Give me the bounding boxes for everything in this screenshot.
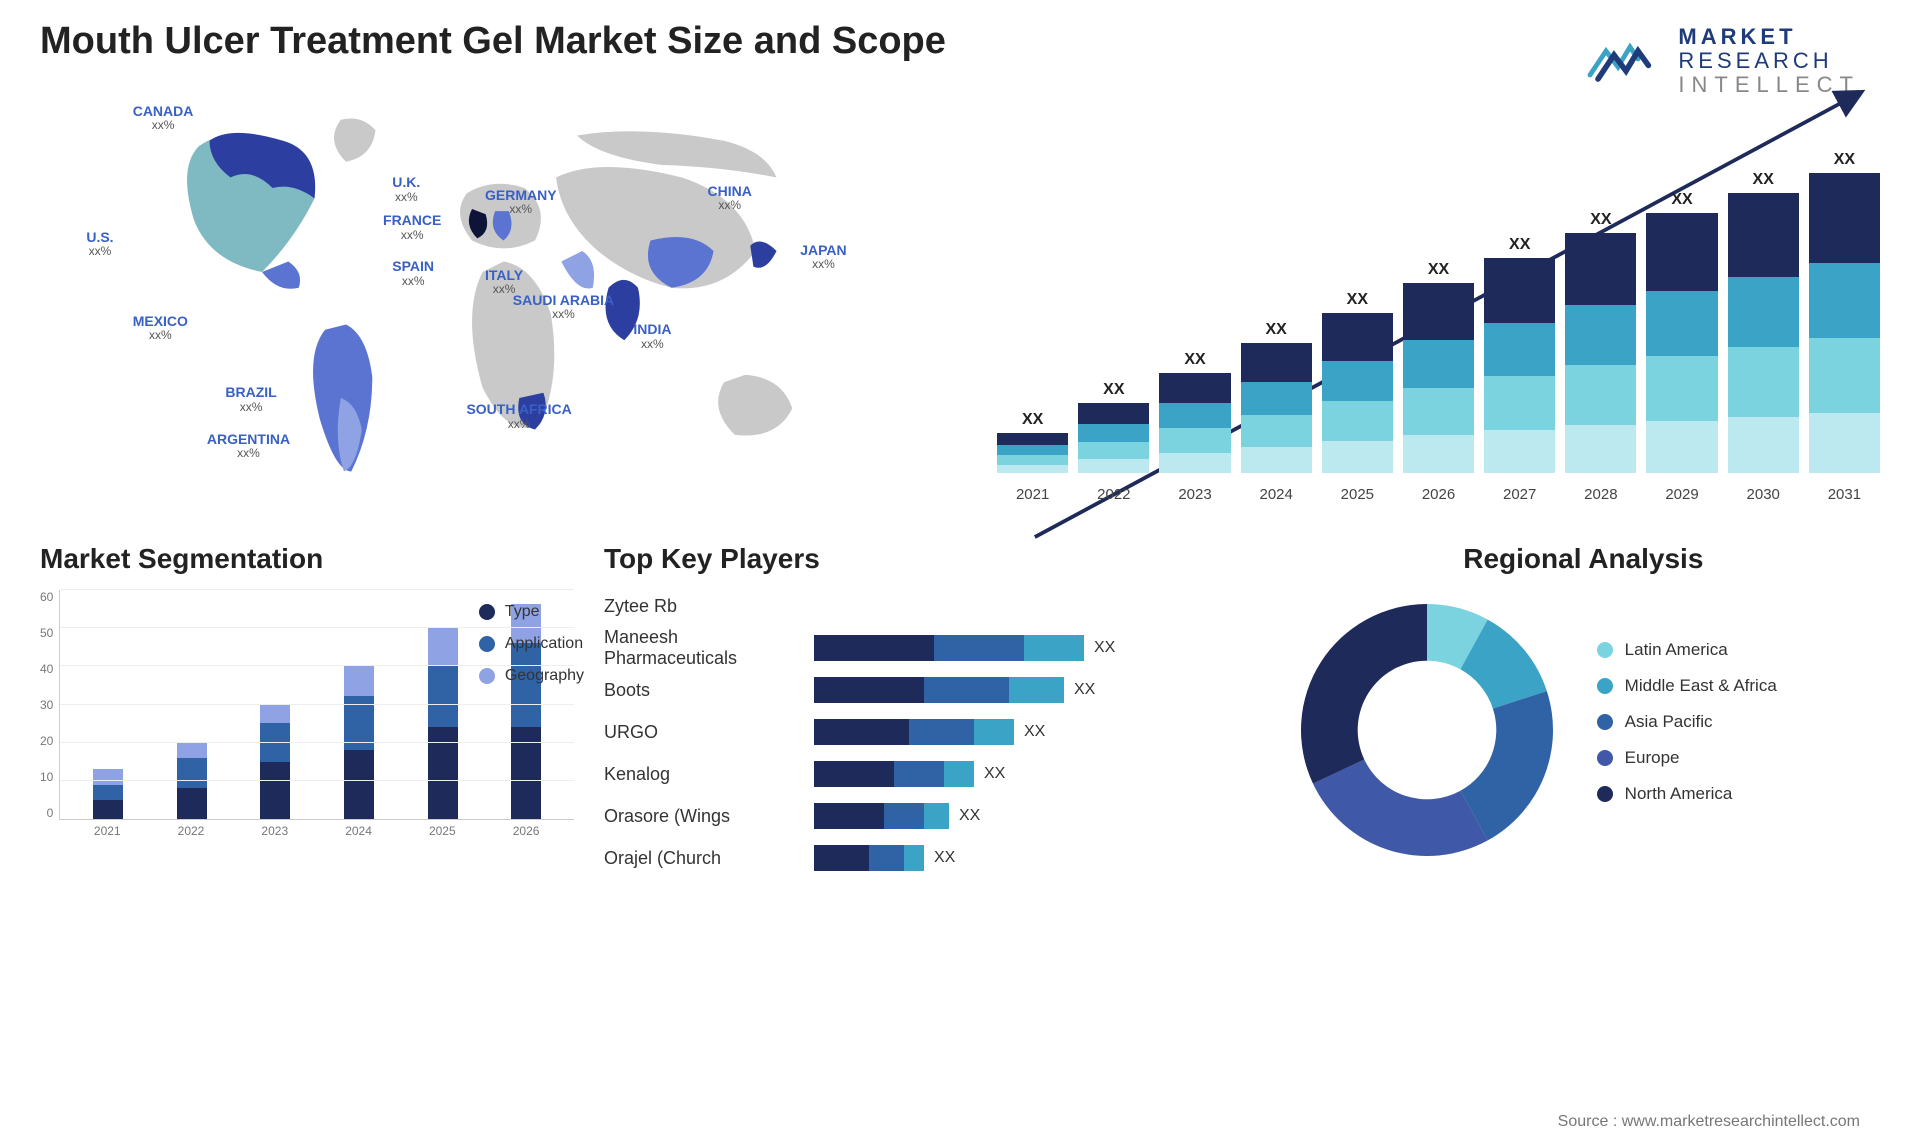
growth-value-label: XX bbox=[1347, 291, 1368, 309]
market-segmentation-panel: Market Segmentation 6050403020100 202120… bbox=[40, 543, 574, 893]
player-value: XX bbox=[934, 849, 955, 867]
growth-value-label: XX bbox=[1590, 211, 1611, 229]
map-label-saudi-arabia: SAUDI ARABIAxx% bbox=[513, 293, 614, 322]
player-value: XX bbox=[1094, 639, 1115, 657]
player-row: Boots XX bbox=[604, 674, 1257, 706]
player-name: Maneesh Pharmaceuticals bbox=[604, 627, 804, 669]
map-label-india: INDIAxx% bbox=[633, 322, 671, 351]
player-row: Maneesh PharmaceuticalsXX bbox=[604, 632, 1257, 664]
map-label-japan: JAPANxx% bbox=[800, 243, 846, 272]
growth-year-2029: 2029 bbox=[1646, 486, 1717, 503]
player-name: Kenalog bbox=[604, 764, 804, 785]
player-value: XX bbox=[984, 765, 1005, 783]
regional-legend-item: Asia Pacific bbox=[1597, 712, 1777, 732]
growth-year-2023: 2023 bbox=[1159, 486, 1230, 503]
map-label-germany: GERMANYxx% bbox=[485, 188, 557, 217]
growth-year-2031: 2031 bbox=[1809, 486, 1880, 503]
growth-value-label: XX bbox=[1266, 321, 1287, 339]
growth-year-2027: 2027 bbox=[1484, 486, 1555, 503]
regional-analysis-panel: Regional Analysis Latin America Middle Ea… bbox=[1287, 543, 1880, 893]
brand-line1: MARKET bbox=[1678, 25, 1860, 49]
growth-value-label: XX bbox=[1509, 236, 1530, 254]
regional-legend-item: Europe bbox=[1597, 748, 1777, 768]
donut-slice-europe bbox=[1313, 760, 1488, 856]
growth-year-2026: 2026 bbox=[1403, 486, 1474, 503]
seg-bar-2023 bbox=[260, 704, 290, 819]
map-label-mexico: MEXICOxx% bbox=[133, 314, 188, 343]
growth-bar-2031: XX bbox=[1809, 151, 1880, 473]
growth-value-label: XX bbox=[1428, 261, 1449, 279]
map-label-brazil: BRAZILxx% bbox=[225, 385, 276, 414]
player-row: Kenalog XX bbox=[604, 758, 1257, 790]
growth-year-2028: 2028 bbox=[1565, 486, 1636, 503]
growth-bar-2025: XX bbox=[1322, 291, 1393, 473]
players-title: Top Key Players bbox=[604, 543, 1257, 575]
segmentation-y-axis: 6050403020100 bbox=[40, 590, 59, 820]
player-row: Orajel (Church XX bbox=[604, 842, 1257, 874]
growth-bar-2030: XX bbox=[1728, 171, 1799, 473]
map-label-south-africa: SOUTH AFRICAxx% bbox=[466, 402, 571, 431]
growth-value-label: XX bbox=[1671, 191, 1692, 209]
seg-legend-application: Application bbox=[479, 635, 584, 653]
player-row: URGO XX bbox=[604, 716, 1257, 748]
top-key-players-panel: Top Key Players Zytee Rb Maneesh Pharmace… bbox=[604, 543, 1257, 893]
player-name: Orajel (Church bbox=[604, 848, 804, 869]
source-text: Source : www.marketresearchintellect.com bbox=[1558, 1113, 1860, 1131]
growth-value-label: XX bbox=[1834, 151, 1855, 169]
regional-donut-chart bbox=[1287, 590, 1567, 870]
map-label-france: FRANCExx% bbox=[383, 213, 441, 242]
player-value: XX bbox=[1074, 681, 1095, 699]
player-value: XX bbox=[1024, 723, 1045, 741]
map-label-spain: SPAINxx% bbox=[392, 259, 434, 288]
seg-legend-type: Type bbox=[479, 603, 584, 621]
map-label-u-s-: U.S.xx% bbox=[86, 230, 113, 259]
player-name: Boots bbox=[604, 680, 804, 701]
regional-legend-item: North America bbox=[1597, 784, 1777, 804]
growth-bar-2029: XX bbox=[1646, 191, 1717, 473]
player-row: Orasore (Wings XX bbox=[604, 800, 1257, 832]
segmentation-x-axis: 202120222023202420252026 bbox=[59, 824, 574, 838]
growth-bar-2026: XX bbox=[1403, 261, 1474, 473]
map-label-u-k-: U.K.xx% bbox=[392, 175, 420, 204]
player-name: Zytee Rb bbox=[604, 596, 804, 617]
growth-year-2024: 2024 bbox=[1241, 486, 1312, 503]
growth-chart: XX XX XX XX XX XX XX XX XX XX XX 2021 2022 2023 2024 2… bbox=[997, 83, 1880, 503]
growth-bar-2021: XX bbox=[997, 411, 1068, 473]
player-name: URGO bbox=[604, 722, 804, 743]
seg-bar-2021 bbox=[93, 769, 123, 819]
seg-bar-2025 bbox=[428, 627, 458, 819]
regional-legend-item: Latin America bbox=[1597, 640, 1777, 660]
growth-value-label: XX bbox=[1103, 381, 1124, 399]
growth-value-label: XX bbox=[1022, 411, 1043, 429]
growth-bar-2027: XX bbox=[1484, 236, 1555, 473]
segmentation-title: Market Segmentation bbox=[40, 543, 574, 575]
growth-year-2022: 2022 bbox=[1078, 486, 1149, 503]
brand-line2: RESEARCH bbox=[1678, 49, 1860, 73]
seg-legend-geography: Geography bbox=[479, 667, 584, 685]
growth-year-2021: 2021 bbox=[997, 486, 1068, 503]
growth-bar-2022: XX bbox=[1078, 381, 1149, 473]
growth-value-label: XX bbox=[1184, 351, 1205, 369]
donut-slice-north-america bbox=[1301, 604, 1427, 784]
regional-legend: Latin America Middle East & Africa Asia Pa… bbox=[1597, 640, 1777, 820]
map-label-china: CHINAxx% bbox=[707, 184, 751, 213]
world-map-panel: CANADAxx% U.S.xx% MEXICOxx% BRAZILxx% ARGENT… bbox=[40, 83, 967, 503]
player-name: Orasore (Wings bbox=[604, 806, 804, 827]
segmentation-legend: Type Application Geography bbox=[479, 603, 584, 699]
map-label-argentina: ARGENTINAxx% bbox=[207, 432, 290, 461]
growth-value-label: XX bbox=[1753, 171, 1774, 189]
player-value: XX bbox=[959, 807, 980, 825]
growth-year-2025: 2025 bbox=[1322, 486, 1393, 503]
regional-legend-item: Middle East & Africa bbox=[1597, 676, 1777, 696]
map-label-canada: CANADAxx% bbox=[133, 104, 194, 133]
growth-bar-2024: XX bbox=[1241, 321, 1312, 473]
growth-year-2030: 2030 bbox=[1728, 486, 1799, 503]
regional-title: Regional Analysis bbox=[1287, 543, 1880, 575]
growth-bar-2028: XX bbox=[1565, 211, 1636, 473]
growth-bar-2023: XX bbox=[1159, 351, 1230, 473]
player-row: Zytee Rb bbox=[604, 590, 1257, 622]
